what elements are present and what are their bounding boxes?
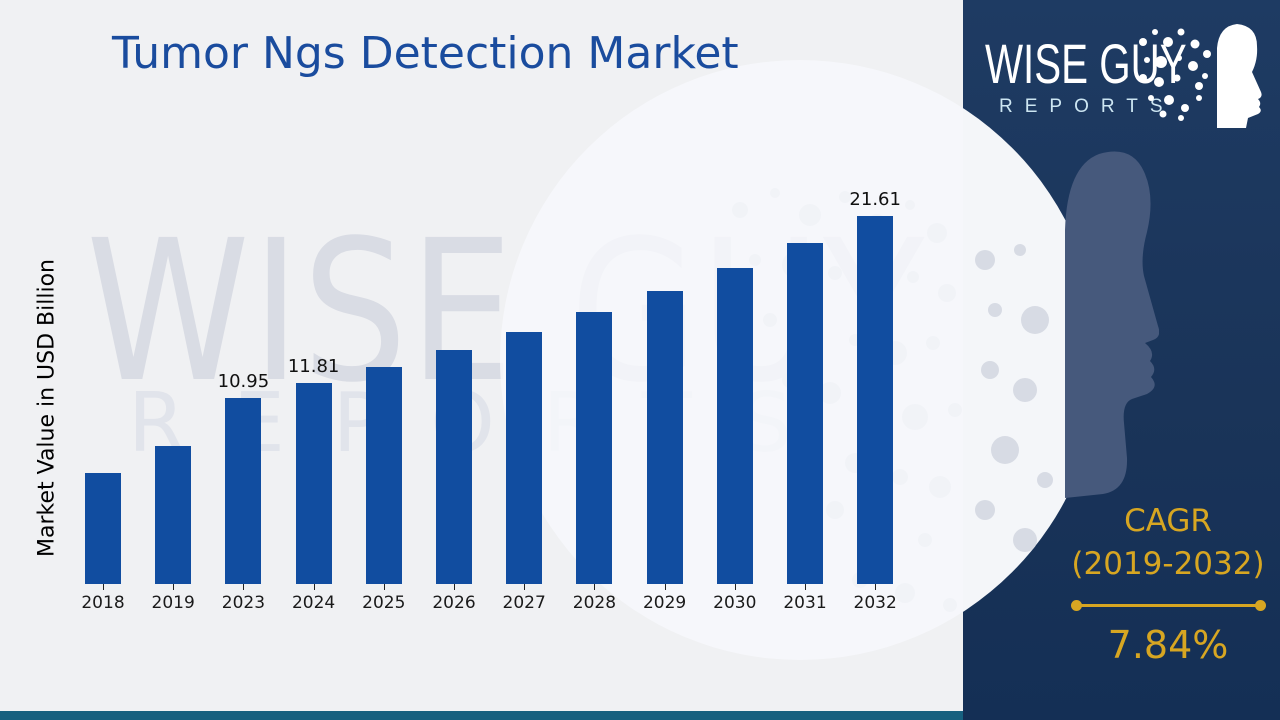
bar-2032 (857, 216, 894, 584)
x-axis-tick (875, 584, 877, 590)
bar-2031 (787, 243, 823, 584)
x-tick-label-2029: 2029 (642, 593, 687, 613)
x-axis-tick (594, 584, 596, 590)
face-profile-illustration (1065, 151, 1159, 498)
x-tick-label-2031: 2031 (783, 593, 827, 613)
line-end-dot (1070, 599, 1082, 611)
x-tick-label-2023: 2023 (221, 593, 266, 613)
logo-face-icon (1139, 24, 1262, 128)
logo-reports-text: REPORTS (999, 96, 1175, 117)
bar-2018 (85, 473, 121, 584)
cagr-divider-line (1070, 599, 1266, 611)
bar-2027 (506, 332, 543, 584)
bar-value-label-2032: 21.61 (849, 189, 901, 210)
cagr-value: 7.84% (1107, 622, 1229, 667)
x-tick-label-2019: 2019 (151, 593, 195, 613)
bar-2026 (436, 350, 472, 584)
x-axis-tick (734, 584, 736, 590)
watermark-dots-right (975, 244, 1053, 552)
line-end-dot (1254, 599, 1266, 611)
bar-2025 (365, 367, 402, 584)
bar-value-label-2024: 11.81 (287, 356, 340, 377)
cagr-label: CAGR (1124, 503, 1212, 539)
footer-accent-strip (0, 711, 963, 720)
bar-value-label-2023: 10.95 (217, 371, 270, 392)
bar-2028 (576, 312, 613, 584)
y-axis-label: Market Value in USD Billion (34, 258, 60, 558)
x-tick-label-2026: 2026 (432, 593, 476, 613)
x-axis-tick (243, 584, 245, 590)
bar-plot: 2018 2019 2023 10.95 2024 11.81 2025 2026 2027 20… (81, 189, 901, 613)
x-axis-tick (664, 584, 666, 590)
bar-2030 (716, 268, 753, 584)
x-axis-tick (383, 584, 385, 590)
bar-2019 (155, 446, 192, 584)
brand-panel: WISE GUY REPORTS CAGR (2019-2032) 7. (963, 0, 1280, 720)
bar-2024 (295, 383, 332, 584)
x-axis-tick (313, 584, 315, 590)
x-axis-tick (805, 584, 806, 590)
cagr-block: CAGR (2019-2032) 7.84% (1058, 502, 1278, 667)
x-axis-tick (103, 584, 104, 590)
x-tick-label-2032: 2032 (853, 593, 897, 613)
logo-brand-text: WISE GUY (985, 32, 1187, 95)
bar-2023 (225, 398, 262, 584)
x-tick-label-2018: 2018 (81, 593, 125, 613)
page-title: Tumor Ngs Detection Market (112, 28, 739, 79)
x-axis-tick (173, 584, 175, 590)
x-tick-label-2025: 2025 (362, 593, 406, 613)
x-axis-tick (454, 584, 455, 590)
x-tick-label-2030: 2030 (713, 593, 757, 613)
x-tick-label-2027: 2027 (502, 593, 546, 613)
x-axis-tick (524, 584, 526, 590)
wiseguy-logo: WISE GUY REPORTS (985, 36, 1265, 118)
x-tick-label-2028: 2028 (572, 593, 617, 613)
bar-2029 (646, 291, 683, 584)
cagr-range: (2019-2032) (1071, 545, 1265, 582)
x-tick-label-2024: 2024 (291, 593, 336, 613)
